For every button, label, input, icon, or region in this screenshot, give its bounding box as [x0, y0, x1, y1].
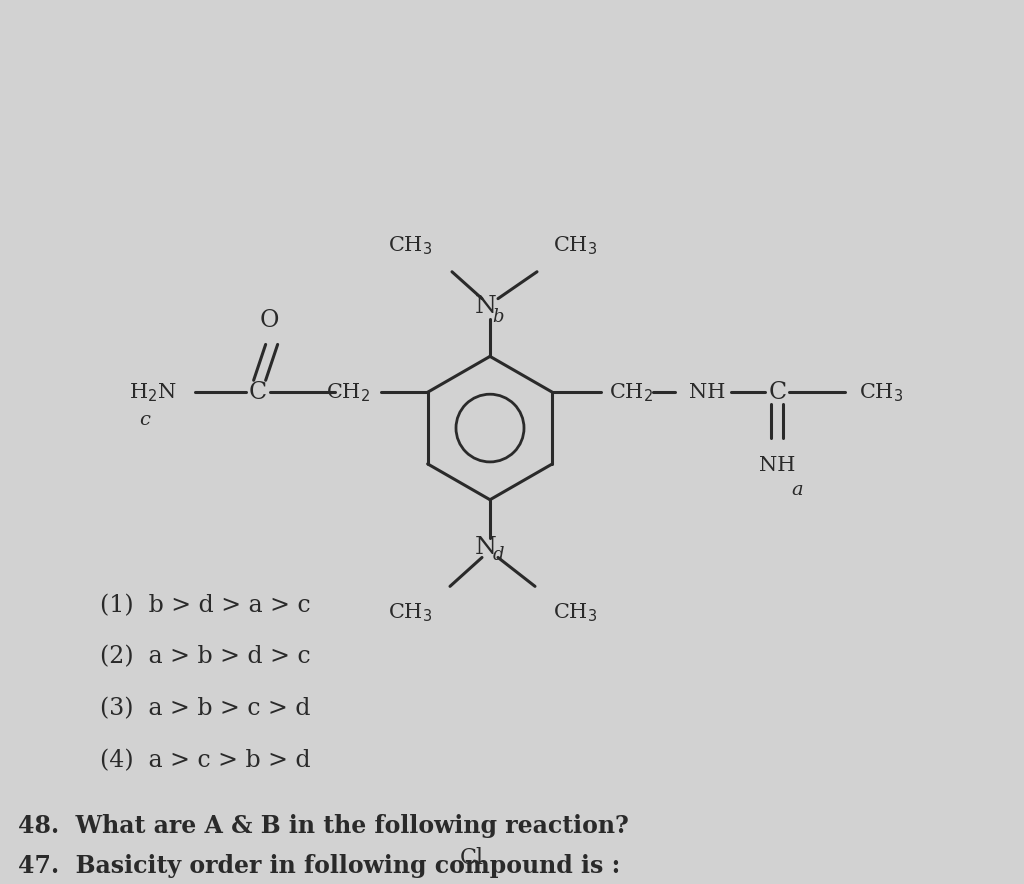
Text: CH$_3$: CH$_3$ [859, 381, 904, 403]
Text: N: N [475, 536, 497, 559]
Text: C: C [249, 381, 266, 404]
Text: NH: NH [689, 383, 726, 401]
Text: a: a [792, 481, 803, 499]
Text: C: C [768, 381, 786, 404]
Text: (4)  a > c > b > d: (4) a > c > b > d [100, 749, 310, 772]
Text: CH$_2$: CH$_2$ [327, 381, 371, 403]
Text: CH$_3$: CH$_3$ [553, 601, 597, 623]
Text: 47.  Basicity order in following compound is :: 47. Basicity order in following compound… [18, 854, 621, 878]
Text: H$_2$N: H$_2$N [129, 381, 176, 403]
Text: 48.  What are A & B in the following reaction?: 48. What are A & B in the following reac… [18, 814, 629, 838]
Text: NH: NH [759, 456, 796, 475]
Text: CH$_3$: CH$_3$ [388, 601, 432, 623]
Text: CH$_3$: CH$_3$ [553, 234, 597, 257]
Text: Cl: Cl [460, 847, 484, 869]
Text: (1)  b > d > a > c: (1) b > d > a > c [100, 594, 310, 617]
Text: CH$_2$: CH$_2$ [609, 381, 653, 403]
Text: c: c [139, 411, 151, 429]
Text: d: d [493, 546, 504, 565]
Text: (2)  a > b > d > c: (2) a > b > d > c [100, 645, 310, 668]
Text: N: N [475, 295, 497, 318]
Text: CH$_3$: CH$_3$ [388, 234, 432, 257]
Text: b: b [493, 308, 504, 325]
Text: O: O [260, 309, 280, 332]
Text: (3)  a > b > c > d: (3) a > b > c > d [100, 697, 310, 720]
